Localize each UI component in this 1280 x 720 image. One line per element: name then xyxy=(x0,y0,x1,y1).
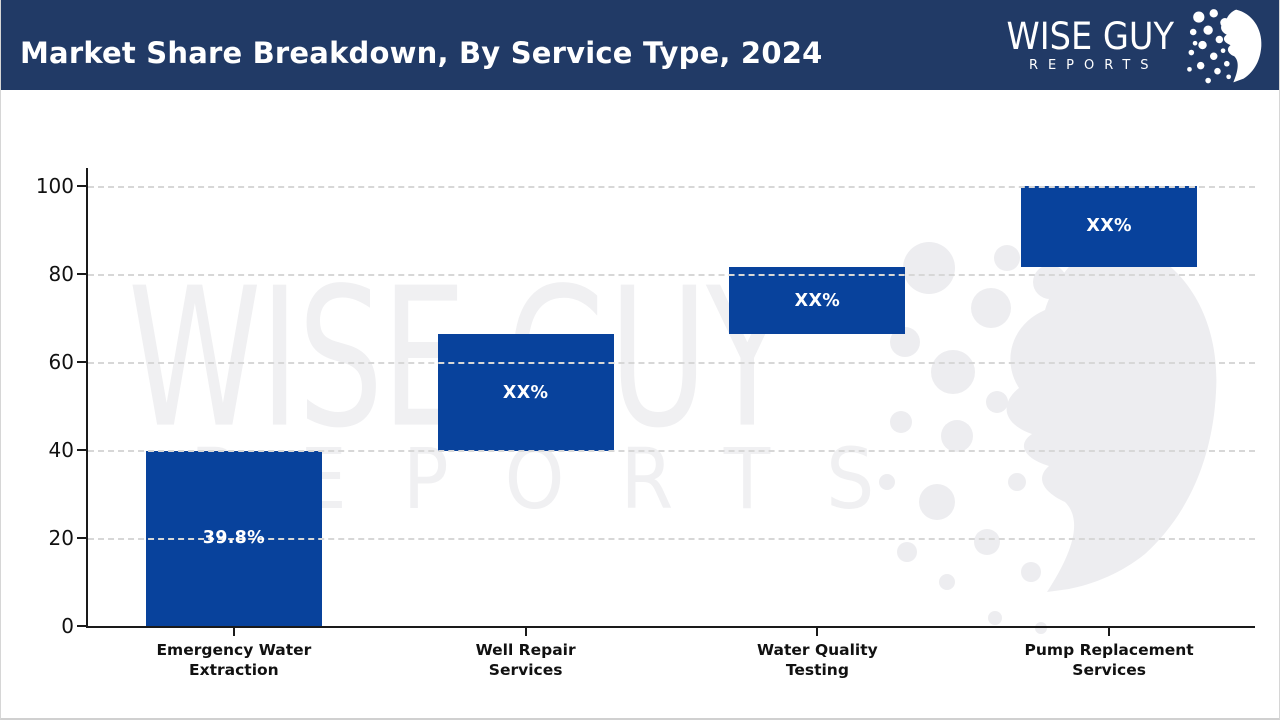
gridline-60 xyxy=(88,361,1255,364)
x-category-label-line: Extraction xyxy=(189,661,279,679)
x-tick-mark xyxy=(232,628,235,636)
x-tick-mark xyxy=(1108,628,1111,636)
brand-subtitle: REPORTS xyxy=(1028,58,1159,73)
x-tick-mark xyxy=(816,628,819,636)
brand-logo: WISE GUY REPORTS xyxy=(1003,4,1266,88)
x-tick-mark xyxy=(524,628,527,636)
x-category-label-line: Well Repair xyxy=(475,641,576,659)
plot-area: 0 20 40 60 80 100 39.8% Emergency Water Extracti… xyxy=(36,168,1255,679)
x-category-label: Pump Replacement Services xyxy=(984,640,1234,680)
x-category-label-line: Emergency Water xyxy=(156,641,312,659)
brand-logo-text: WISE GUY REPORTS xyxy=(1003,15,1178,73)
header: Market Share Breakdown, By Service Type,… xyxy=(0,0,1280,90)
gridline-80 xyxy=(88,273,1255,276)
x-category-label: Well Repair Services xyxy=(401,640,651,680)
y-tick-mark-100 xyxy=(77,184,86,187)
y-tick-mark-40 xyxy=(77,448,86,451)
y-axis-spine xyxy=(86,168,88,628)
brand-head-dots-icon xyxy=(1187,9,1262,84)
y-tick-mark-60 xyxy=(77,360,86,363)
bar-value-label: XX% xyxy=(502,382,549,403)
brand-name: WISE GUY xyxy=(1006,15,1175,59)
bar-value-label: XX% xyxy=(1086,216,1132,237)
y-tick-mark-20 xyxy=(77,536,86,539)
watermark-head-dots-icon xyxy=(879,240,1217,634)
y-tick-label-0: 0 xyxy=(61,614,74,638)
gridline-100 xyxy=(88,185,1255,188)
y-tick-mark-0 xyxy=(77,625,86,627)
x-category-label-line: Pump Replacement xyxy=(1024,641,1194,659)
bar-value-label: XX% xyxy=(794,290,841,311)
page-title: Market Share Breakdown, By Service Type,… xyxy=(20,36,823,70)
bar-segment xyxy=(1021,185,1198,267)
bar-value-label: 39.8% xyxy=(202,528,265,549)
y-tick-label-60: 60 xyxy=(48,349,74,374)
x-category-label-line: Services xyxy=(488,661,563,679)
x-axis-spine xyxy=(86,626,1255,628)
x-category-label-line: Services xyxy=(1072,661,1146,679)
gridline-40 xyxy=(88,449,1255,452)
x-category-label-line: Testing xyxy=(785,661,849,679)
y-tick-label-80: 80 xyxy=(48,261,74,286)
y-tick-label-40: 40 xyxy=(48,437,74,462)
x-category-label: Water Quality Testing xyxy=(692,640,942,680)
y-tick-label-20: 20 xyxy=(48,525,74,550)
x-category-label-line: Water Quality xyxy=(756,641,878,659)
bar-segment xyxy=(729,266,906,335)
bar-segment xyxy=(437,334,614,451)
y-tick-label-100: 100 xyxy=(35,173,74,198)
gridline-20 xyxy=(88,537,1255,540)
y-tick-mark-80 xyxy=(77,272,86,275)
x-category-label: Emergency Water Extraction xyxy=(109,640,359,680)
